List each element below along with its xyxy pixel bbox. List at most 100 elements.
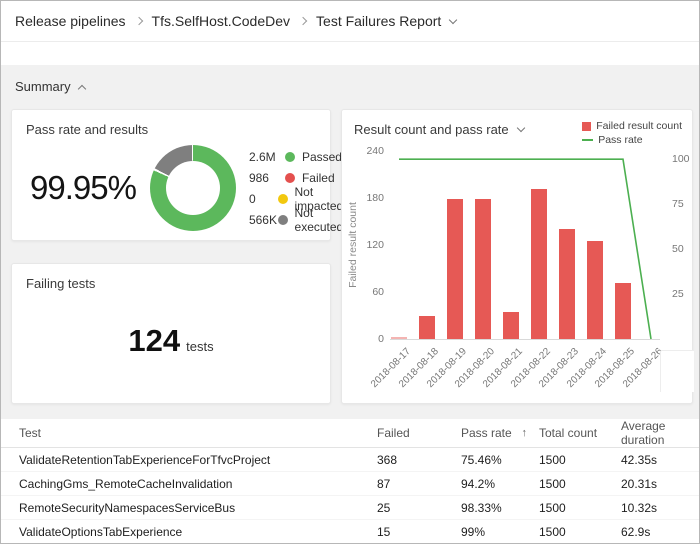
chart-corner-overlay — [660, 350, 694, 392]
legend-value: 566K — [248, 212, 277, 227]
cell-pass-rate: 94.2% — [461, 476, 496, 491]
x-axis-line — [390, 339, 660, 340]
secondary-axis-tick-label: 50 — [672, 243, 684, 255]
failed-count-bar[interactable] — [419, 316, 435, 339]
legend-value: 986 — [248, 170, 269, 185]
legend-item-not-executed: 566K Not executed — [248, 206, 351, 234]
table-body: ValidateRetentionTabExperienceForTfvcPro… — [1, 448, 699, 543]
secondary-axis-tick-label: 75 — [672, 198, 684, 210]
legend-label: Pass rate — [598, 134, 643, 146]
legend-item-failed: 986 Failed — [249, 167, 351, 188]
cell-total-count: 1500 — [539, 524, 566, 539]
table-row[interactable]: CachingGms_RemoteCacheInvalidation 87 94… — [1, 472, 699, 496]
failing-tests-count: 124 — [128, 323, 181, 358]
pass-rate-card-title: Pass rate and results — [26, 122, 149, 137]
sort-ascending-icon: ↑ — [521, 427, 528, 439]
secondary-axis-tick-label: 100 — [672, 153, 690, 165]
legend-item-pass-rate[interactable]: Pass rate — [582, 133, 682, 147]
pass-rate-donut-chart[interactable] — [149, 145, 236, 231]
result-chart-card: Result count and pass rate Failed result… — [341, 109, 694, 404]
cell-average-duration: 20.31s — [621, 476, 658, 491]
passed-dot-icon — [284, 151, 295, 162]
table-row[interactable]: RemoteSecurityNamespacesServiceBus 25 98… — [1, 496, 699, 520]
cell-total-count: 1500 — [539, 452, 566, 467]
chevron-down-icon[interactable] — [449, 15, 458, 24]
result-chart-legend: Failed result count Pass rate — [582, 119, 682, 147]
failed-count-bar[interactable] — [475, 198, 491, 339]
legend-value: 0 — [248, 191, 256, 206]
column-header-failed[interactable]: Failed — [377, 426, 410, 440]
failed-count-bar[interactable] — [615, 282, 631, 339]
breadcrumb-separator-icon — [134, 16, 143, 26]
breadcrumb-pipeline[interactable]: Tfs.SelfHost.CodeDev — [151, 13, 291, 29]
y-axis-tick-label: 240 — [366, 145, 384, 157]
table-row[interactable]: ValidateOptionsTabExperience 15 99% 1500… — [1, 520, 699, 543]
column-header-total-count[interactable]: Total count — [539, 426, 598, 440]
failing-tests-table: Test Failed Pass rate ↑ Total count Aver… — [1, 419, 699, 543]
not-impacted-dot-icon — [277, 193, 288, 204]
legend-label: Not executed — [294, 205, 344, 234]
result-chart-title-dropdown[interactable]: Result count and pass rate — [354, 122, 525, 137]
legend-label: Failed result count — [596, 120, 682, 132]
bar-swatch-icon — [582, 121, 592, 131]
secondary-axis-tick-label: 25 — [672, 288, 684, 300]
cell-failed: 87 — [377, 476, 391, 491]
cell-total-count: 1500 — [539, 500, 566, 515]
cell-failed: 15 — [377, 524, 391, 539]
cell-failed: 25 — [377, 500, 391, 515]
failed-count-bar[interactable] — [391, 337, 407, 339]
failing-tests-unit: tests — [186, 339, 214, 354]
failed-count-bar[interactable] — [447, 198, 463, 339]
summary-section-toggle[interactable]: Summary — [15, 79, 86, 94]
breadcrumb-separator-icon — [298, 16, 308, 26]
cell-test: RemoteSecurityNamespacesServiceBus — [19, 500, 236, 515]
cell-pass-rate: 99% — [461, 524, 486, 539]
failed-count-bar[interactable] — [531, 189, 547, 339]
failing-tests-body: 124 tests — [12, 323, 330, 359]
y-axis-tick-label: 0 — [378, 333, 384, 345]
result-chart-title: Result count and pass rate — [354, 122, 509, 137]
legend-item-not-impacted: 0 Not impacted — [248, 185, 351, 213]
not-executed-dot-icon — [277, 214, 288, 225]
failed-count-bar[interactable] — [559, 228, 575, 339]
column-header-test[interactable]: Test — [19, 426, 42, 440]
pass-rate-legend: 2.6M Passed 986 Failed 0 Not impacted 56… — [248, 146, 351, 234]
y-axis-tick-label: 120 — [366, 239, 384, 251]
failed-count-bar[interactable] — [503, 312, 519, 339]
cell-failed: 368 — [377, 452, 398, 467]
legend-label: Passed — [301, 149, 342, 164]
failed-dot-icon — [284, 172, 295, 183]
cell-test: CachingGms_RemoteCacheInvalidation — [19, 476, 233, 491]
line-swatch-icon — [582, 139, 594, 141]
legend-item-passed: 2.6M Passed — [249, 146, 351, 167]
table-row[interactable]: ValidateRetentionTabExperienceForTfvcPro… — [1, 448, 699, 472]
column-header-pass-rate[interactable]: Pass rate ↑ — [461, 426, 539, 440]
cell-average-duration: 62.9s — [621, 524, 651, 539]
pass-rate-card: Pass rate and results 99.95% 2.6M Passed… — [11, 109, 343, 241]
breadcrumb-report[interactable]: Test Failures Report — [316, 13, 442, 29]
cell-test: ValidateOptionsTabExperience — [19, 524, 183, 539]
y-axis-tick-label: 60 — [372, 286, 384, 298]
summary-label: Summary — [15, 79, 71, 94]
pass-rate-card-body: 99.95% 2.6M Passed 986 Failed 0 Not impa… — [12, 145, 343, 234]
cell-total-count: 1500 — [539, 476, 566, 491]
legend-value: 2.6M — [248, 149, 276, 164]
cell-test: ValidateRetentionTabExperienceForTfvcPro… — [19, 452, 271, 467]
breadcrumb: Release pipelines Tfs.SelfHost.CodeDev T… — [1, 1, 699, 42]
cell-average-duration: 42.35s — [621, 452, 658, 467]
pass-rate-value: 99.95% — [30, 169, 137, 206]
column-header-label: Pass rate — [461, 426, 512, 440]
breadcrumb-release-pipelines[interactable]: Release pipelines — [15, 13, 126, 29]
failing-tests-card-title: Failing tests — [26, 276, 96, 291]
legend-label: Not impacted — [294, 184, 344, 213]
column-header-average-duration[interactable]: Average duration — [621, 419, 666, 447]
legend-label: Failed — [301, 170, 335, 185]
legend-item-failed-count[interactable]: Failed result count — [582, 119, 682, 133]
chevron-up-icon — [77, 84, 86, 93]
table-header-row: Test Failed Pass rate ↑ Total count Aver… — [1, 419, 699, 448]
failed-count-bar[interactable] — [587, 241, 603, 339]
cell-average-duration: 10.32s — [621, 500, 658, 515]
y-axis-tick-label: 180 — [366, 192, 384, 204]
chevron-down-icon — [516, 123, 525, 133]
